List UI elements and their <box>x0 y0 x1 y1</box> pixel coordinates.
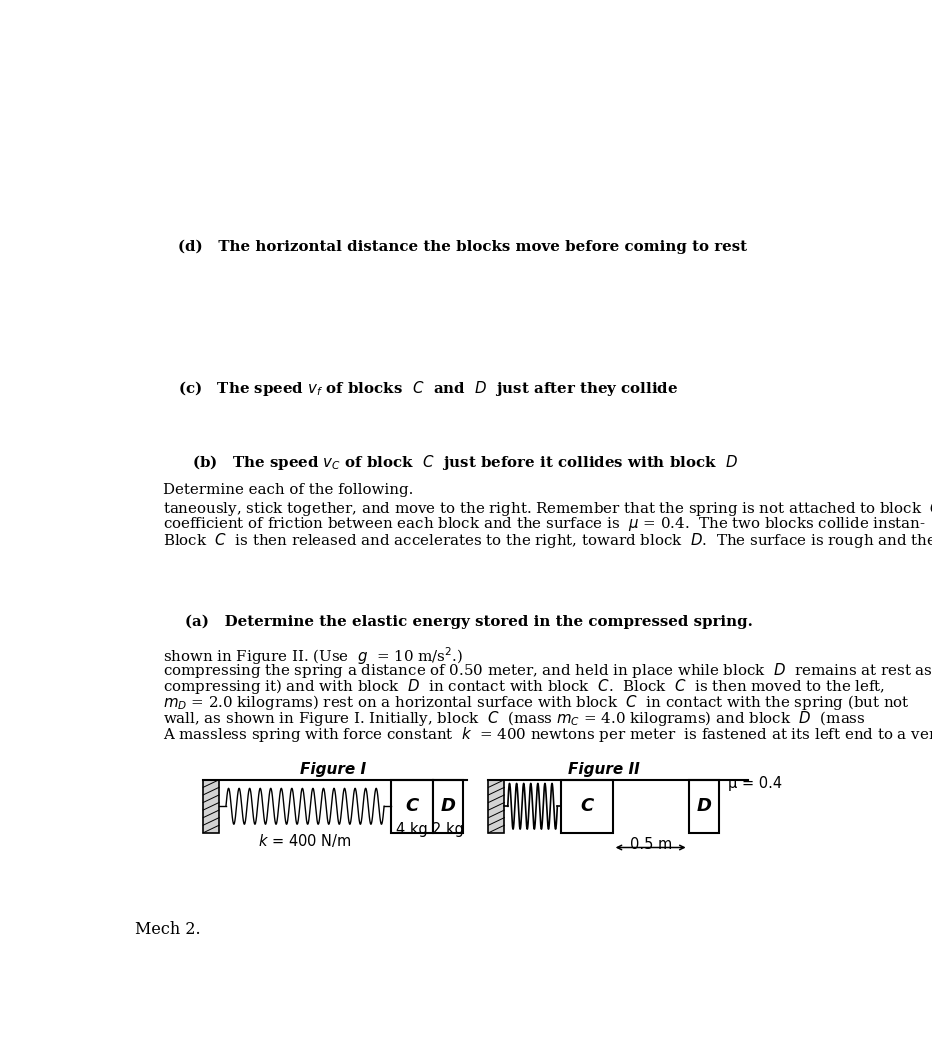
Text: 4 kg: 4 kg <box>396 822 428 837</box>
Text: Determine each of the following.: Determine each of the following. <box>163 483 414 497</box>
Bar <box>203 780 219 833</box>
Text: (d)   The horizontal distance the blocks move before coming to rest: (d) The horizontal distance the blocks m… <box>178 240 747 254</box>
Text: compressing the spring a distance of 0.50 meter, and held in place while block  : compressing the spring a distance of 0.5… <box>163 661 932 681</box>
Text: D: D <box>696 797 711 815</box>
Text: coefficient of friction between each block and the surface is  $\mu$ = 0.4.  The: coefficient of friction between each blo… <box>163 515 926 533</box>
Text: (c)   The speed $v_f$ of blocks  $C$  and  $D$  just after they collide: (c) The speed $v_f$ of blocks $C$ and $D… <box>178 378 678 398</box>
Text: Figure I: Figure I <box>300 762 366 777</box>
Text: (a)   Determine the elastic energy stored in the compressed spring.: (a) Determine the elastic energy stored … <box>185 615 753 629</box>
Text: wall, as shown in Figure I. Initially, block  $C$  (mass $m_C$ = 4.0 kilograms) : wall, as shown in Figure I. Initially, b… <box>163 709 866 728</box>
Text: shown in Figure II. (Use  $g$  = 10 m/s$^2$.): shown in Figure II. (Use $g$ = 10 m/s$^2… <box>163 646 463 667</box>
Text: A massless spring with force constant  $k$  = 400 newtons per meter  is fastened: A massless spring with force constant $k… <box>163 725 932 744</box>
Text: (b)   The speed $v_C$ of block  $C$  just before it collides with block  $D$: (b) The speed $v_C$ of block $C$ just be… <box>192 453 738 472</box>
Text: μ = 0.4: μ = 0.4 <box>728 776 782 792</box>
Bar <box>488 780 504 833</box>
Text: 2 kg: 2 kg <box>432 822 464 837</box>
Text: Mech 2.: Mech 2. <box>134 920 200 937</box>
Bar <box>391 780 432 833</box>
Bar <box>432 780 463 833</box>
Text: Block  $C$  is then released and accelerates to the right, toward block  $D$.  T: Block $C$ is then released and accelerat… <box>163 531 932 550</box>
Text: $k$ = 400 N/m: $k$ = 400 N/m <box>258 832 351 849</box>
Bar <box>561 780 612 833</box>
Text: taneously, stick together, and move to the right. Remember that the spring is no: taneously, stick together, and move to t… <box>163 499 932 518</box>
Text: Figure II: Figure II <box>568 762 639 777</box>
Text: $m_D$ = 2.0 kilograms) rest on a horizontal surface with block  $C$  in contact : $m_D$ = 2.0 kilograms) rest on a horizon… <box>163 693 911 712</box>
Text: D: D <box>441 797 456 815</box>
Text: 0.5 m: 0.5 m <box>629 837 672 852</box>
Text: C: C <box>580 797 594 815</box>
Bar <box>689 780 719 833</box>
Text: C: C <box>405 797 418 815</box>
Text: compressing it) and with block  $D$  in contact with block  $C$.  Block  $C$  is: compressing it) and with block $D$ in co… <box>163 677 885 696</box>
